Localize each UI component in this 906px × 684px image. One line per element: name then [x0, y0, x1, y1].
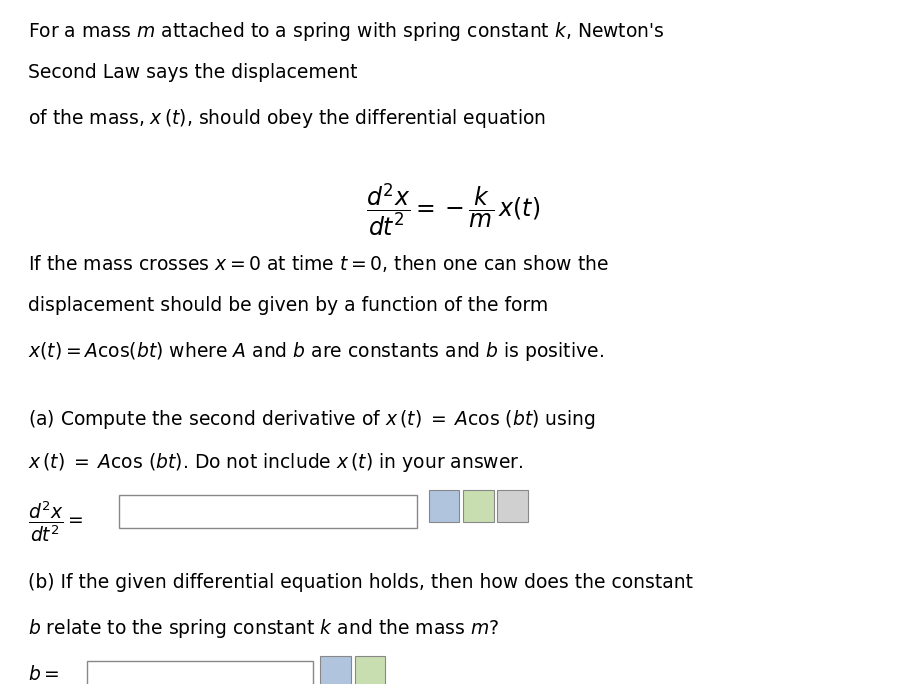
Text: $x\,(t)\;=\;A\cos\,(bt)$. Do not include $x\,(t)$ in your answer.: $x\,(t)\;=\;A\cos\,(bt)$. Do not include… [28, 451, 524, 474]
FancyBboxPatch shape [429, 490, 459, 522]
FancyBboxPatch shape [87, 661, 313, 684]
Text: For a mass $m$ attached to a spring with spring constant $k$, Newton's: For a mass $m$ attached to a spring with… [28, 20, 665, 42]
Text: If the mass crosses $x = 0$ at time $t = 0$, then one can show the: If the mass crosses $x = 0$ at time $t =… [28, 253, 610, 274]
Text: (a) Compute the second derivative of $x\,(t)\;=\;A\cos\,(bt)$ using: (a) Compute the second derivative of $x\… [28, 408, 596, 431]
FancyBboxPatch shape [119, 495, 417, 528]
Text: $x(t) = A\cos(bt)$ where $A$ and $b$ are constants and $b$ is positive.: $x(t) = A\cos(bt)$ where $A$ and $b$ are… [28, 340, 604, 363]
Text: Second Law says the displacement: Second Law says the displacement [28, 63, 358, 82]
FancyBboxPatch shape [354, 656, 385, 684]
FancyBboxPatch shape [497, 490, 528, 522]
Text: displacement should be given by a function of the form: displacement should be given by a functi… [28, 296, 549, 315]
FancyBboxPatch shape [320, 656, 351, 684]
FancyBboxPatch shape [463, 490, 494, 522]
Text: $\dfrac{d^2x}{dt^2} =$: $\dfrac{d^2x}{dt^2} =$ [28, 499, 83, 544]
Text: (b) If the given differential equation holds, then how does the constant: (b) If the given differential equation h… [28, 573, 693, 592]
Text: of the mass, $x\,(t)$, should obey the differential equation: of the mass, $x\,(t)$, should obey the d… [28, 107, 546, 130]
Text: $b$ relate to the spring constant $k$ and the mass $m$?: $b$ relate to the spring constant $k$ an… [28, 617, 499, 640]
Text: $\dfrac{d^2x}{dt^2} = -\dfrac{k}{m}\,x(t)$: $\dfrac{d^2x}{dt^2} = -\dfrac{k}{m}\,x(t… [366, 181, 540, 238]
Text: $b =$: $b =$ [28, 665, 60, 684]
